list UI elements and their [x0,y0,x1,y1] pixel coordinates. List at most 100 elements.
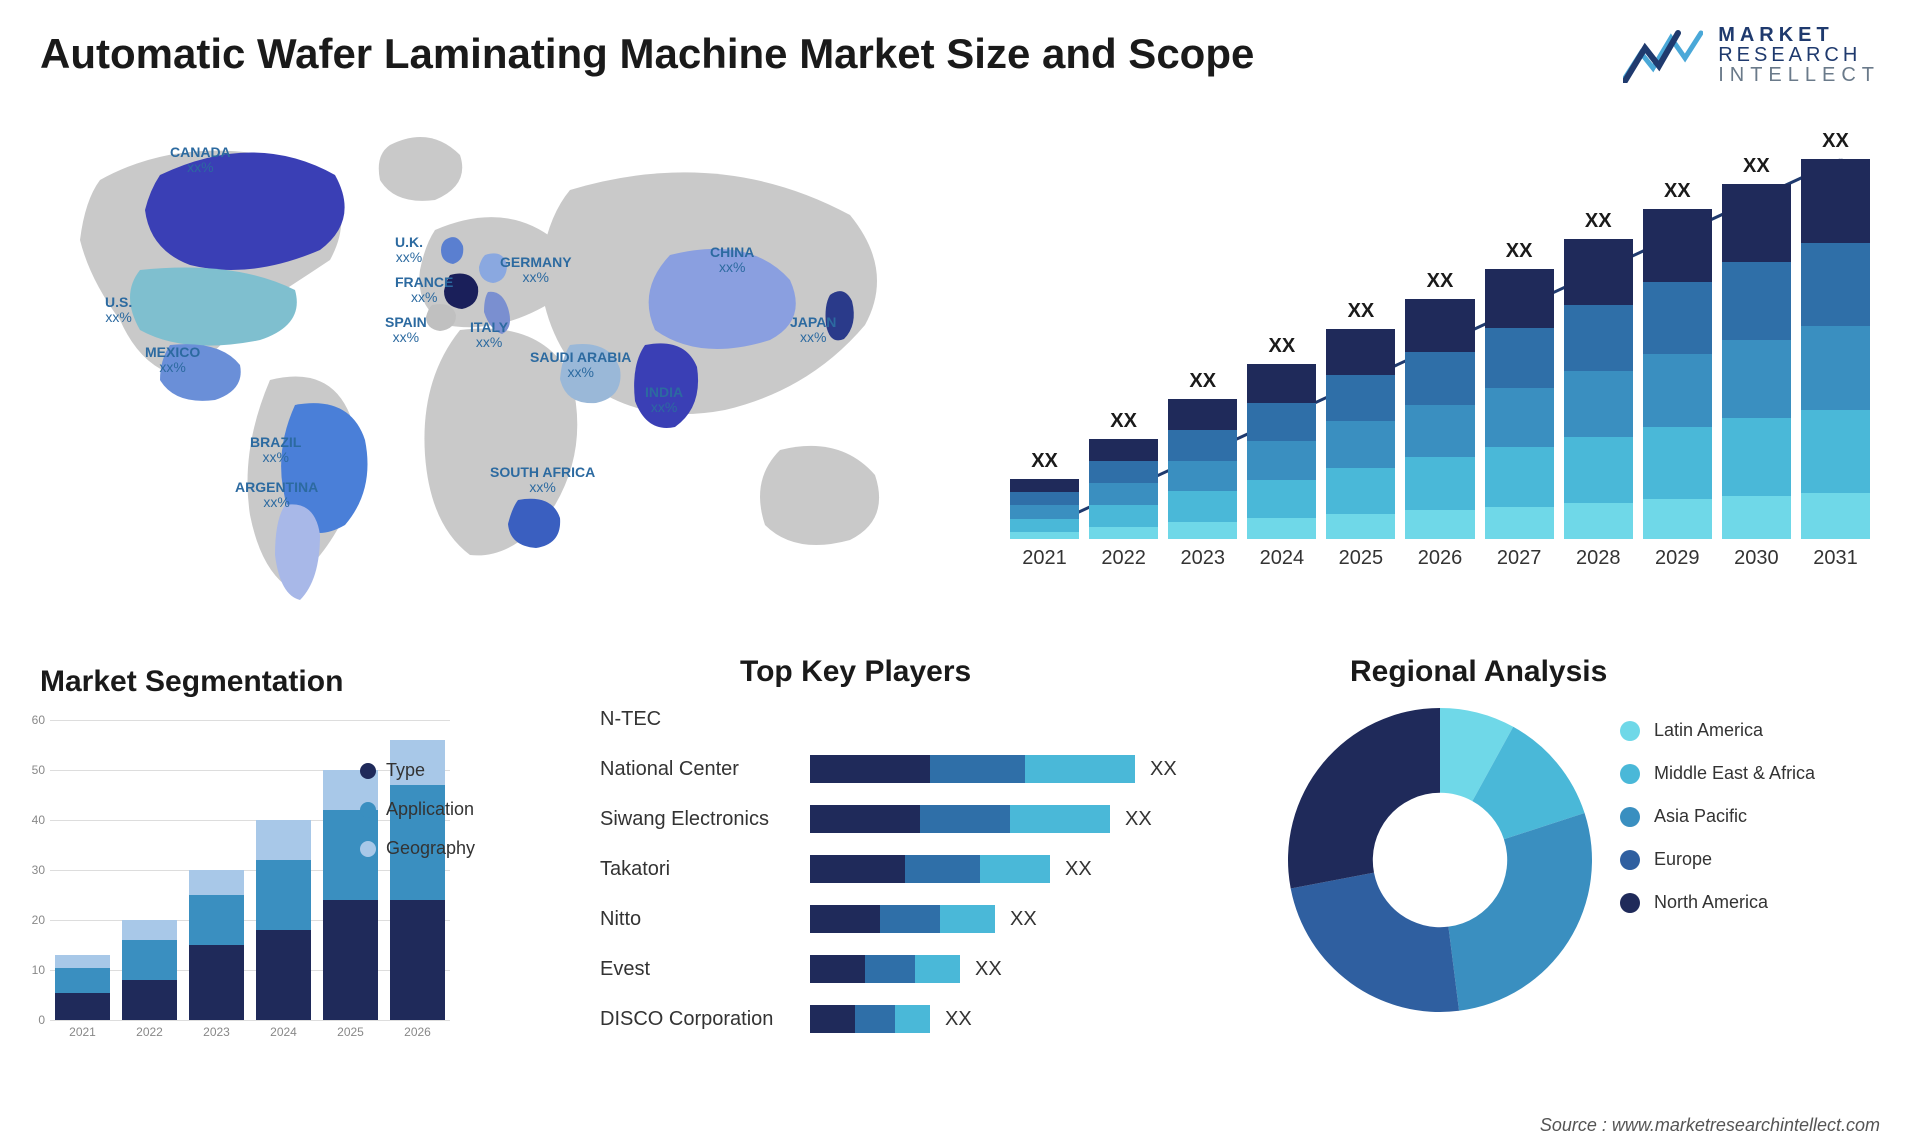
seg-segment-type [390,900,445,1020]
growth-bar-2022: XX2022 [1089,410,1158,570]
growth-segment [1405,405,1474,458]
donut-slice-asia-pacific [1448,813,1592,1011]
seg-gridline [50,1020,450,1021]
growth-segment [1089,439,1158,461]
growth-segment [1485,447,1554,506]
seg-segment-application [189,895,244,945]
seg-y-tick: 30 [32,863,45,877]
growth-segment [1247,403,1316,442]
seg-segment-type [323,900,378,1020]
seg-y-tick: 50 [32,763,45,777]
legend-dot-icon [360,802,376,818]
map-label-china: CHINAxx% [710,245,754,276]
player-value-label: XX [1010,908,1037,931]
player-bar-wrap: XX [810,805,1200,833]
player-segment [810,905,880,933]
regional-legend: Latin AmericaMiddle East & AfricaAsia Pa… [1620,720,1815,913]
seg-segment-type [189,945,244,1020]
player-name: DISCO Corporation [600,1008,810,1031]
donut-legend-item-middle-east-africa: Middle East & Africa [1620,763,1815,784]
growth-segment [1405,352,1474,405]
player-value-label: XX [1065,858,1092,881]
growth-segment [1326,421,1395,467]
growth-value-label: XX [1506,240,1533,263]
regional-donut-chart [1280,700,1600,1020]
legend-dot-icon [1620,721,1640,741]
growth-segment [1247,518,1316,539]
player-name: Siwang Electronics [600,808,810,831]
player-bar-wrap: XX [810,955,1200,983]
growth-segment [1722,184,1791,262]
growth-segment [1168,491,1237,522]
growth-segment [1722,262,1791,340]
legend-label: Type [386,760,425,781]
growth-segment [1485,328,1554,387]
growth-bar-2021: XX2021 [1010,450,1079,570]
growth-segment [1247,441,1316,480]
growth-bar-2024: XX2024 [1247,335,1316,570]
player-bar-wrap: XX [810,855,1200,883]
player-value-label: XX [945,1008,972,1031]
growth-year-label: 2025 [1339,547,1384,570]
growth-segment [1722,340,1791,418]
growth-segment [1168,430,1237,461]
map-label-u.k.: U.K.xx% [395,235,423,266]
legend-label: North America [1654,892,1768,913]
map-label-france: FRANCExx% [395,275,453,306]
player-name: Nitto [600,908,810,931]
player-row-n-tec: N-TEC [600,700,1200,738]
growth-value-label: XX [1110,410,1137,433]
growth-year-label: 2028 [1576,547,1621,570]
growth-value-label: XX [1743,155,1770,178]
player-row-siwang-electronics: Siwang ElectronicsXX [600,800,1200,838]
growth-segment [1722,418,1791,496]
growth-value-label: XX [1427,270,1454,293]
player-value-label: XX [1150,758,1177,781]
player-name: N-TEC [600,708,810,731]
players-heading: Top Key Players [740,655,971,689]
seg-bar-2023 [189,870,244,1020]
growth-segment [1010,532,1079,539]
growth-value-label: XX [1031,450,1058,473]
growth-bar-2028: XX 2028 [1564,210,1633,570]
key-players-chart: N-TECNational CenterXXSiwang Electronics… [600,700,1200,1050]
legend-label: Geography [386,838,475,859]
legend-label: Asia Pacific [1654,806,1747,827]
player-segment [1010,805,1110,833]
segmentation-legend: Type Application Geography [360,760,475,859]
player-segment [880,905,940,933]
seg-legend-item-application: Application [360,799,475,820]
donut-slice-europe [1291,873,1459,1012]
seg-segment-geography [189,870,244,895]
growth-segment [1643,427,1712,500]
growth-segment [1326,329,1395,375]
player-row-disco-corporation: DISCO Corporation XX [600,1000,1200,1038]
player-row-nitto: Nitto XX [600,900,1200,938]
logo-mark-icon [1623,28,1703,83]
regional-heading: Regional Analysis [1350,655,1607,689]
legend-label: Europe [1654,849,1712,870]
seg-y-tick: 60 [32,713,45,727]
growth-segment [1564,371,1633,437]
growth-value-label: XX [1585,210,1612,233]
growth-segment [1643,354,1712,427]
growth-segment [1405,457,1474,510]
logo-text: MARKET RESEARCH INTELLECT [1718,25,1880,85]
growth-chart: XX2021XX2022XX2023XX2024XX2025XX2026XX20… [1010,130,1870,600]
seg-x-label: 2024 [256,1025,311,1050]
player-bar [810,805,1110,833]
player-name: Takatori [600,858,810,881]
seg-y-tick: 10 [32,963,45,977]
seg-y-tick: 40 [32,813,45,827]
map-label-italy: ITALYxx% [470,320,508,351]
growth-value-label: XX [1348,300,1375,323]
logo-line1: MARKET [1718,25,1880,45]
growth-bar-2031: XX2031 [1801,130,1870,570]
growth-segment [1801,410,1870,494]
player-row-evest: EvestXX [600,950,1200,988]
player-bar [810,905,995,933]
segmentation-heading: Market Segmentation [40,665,343,699]
growth-segment [1564,239,1633,305]
growth-segment [1564,437,1633,503]
map-label-germany: GERMANYxx% [500,255,572,286]
